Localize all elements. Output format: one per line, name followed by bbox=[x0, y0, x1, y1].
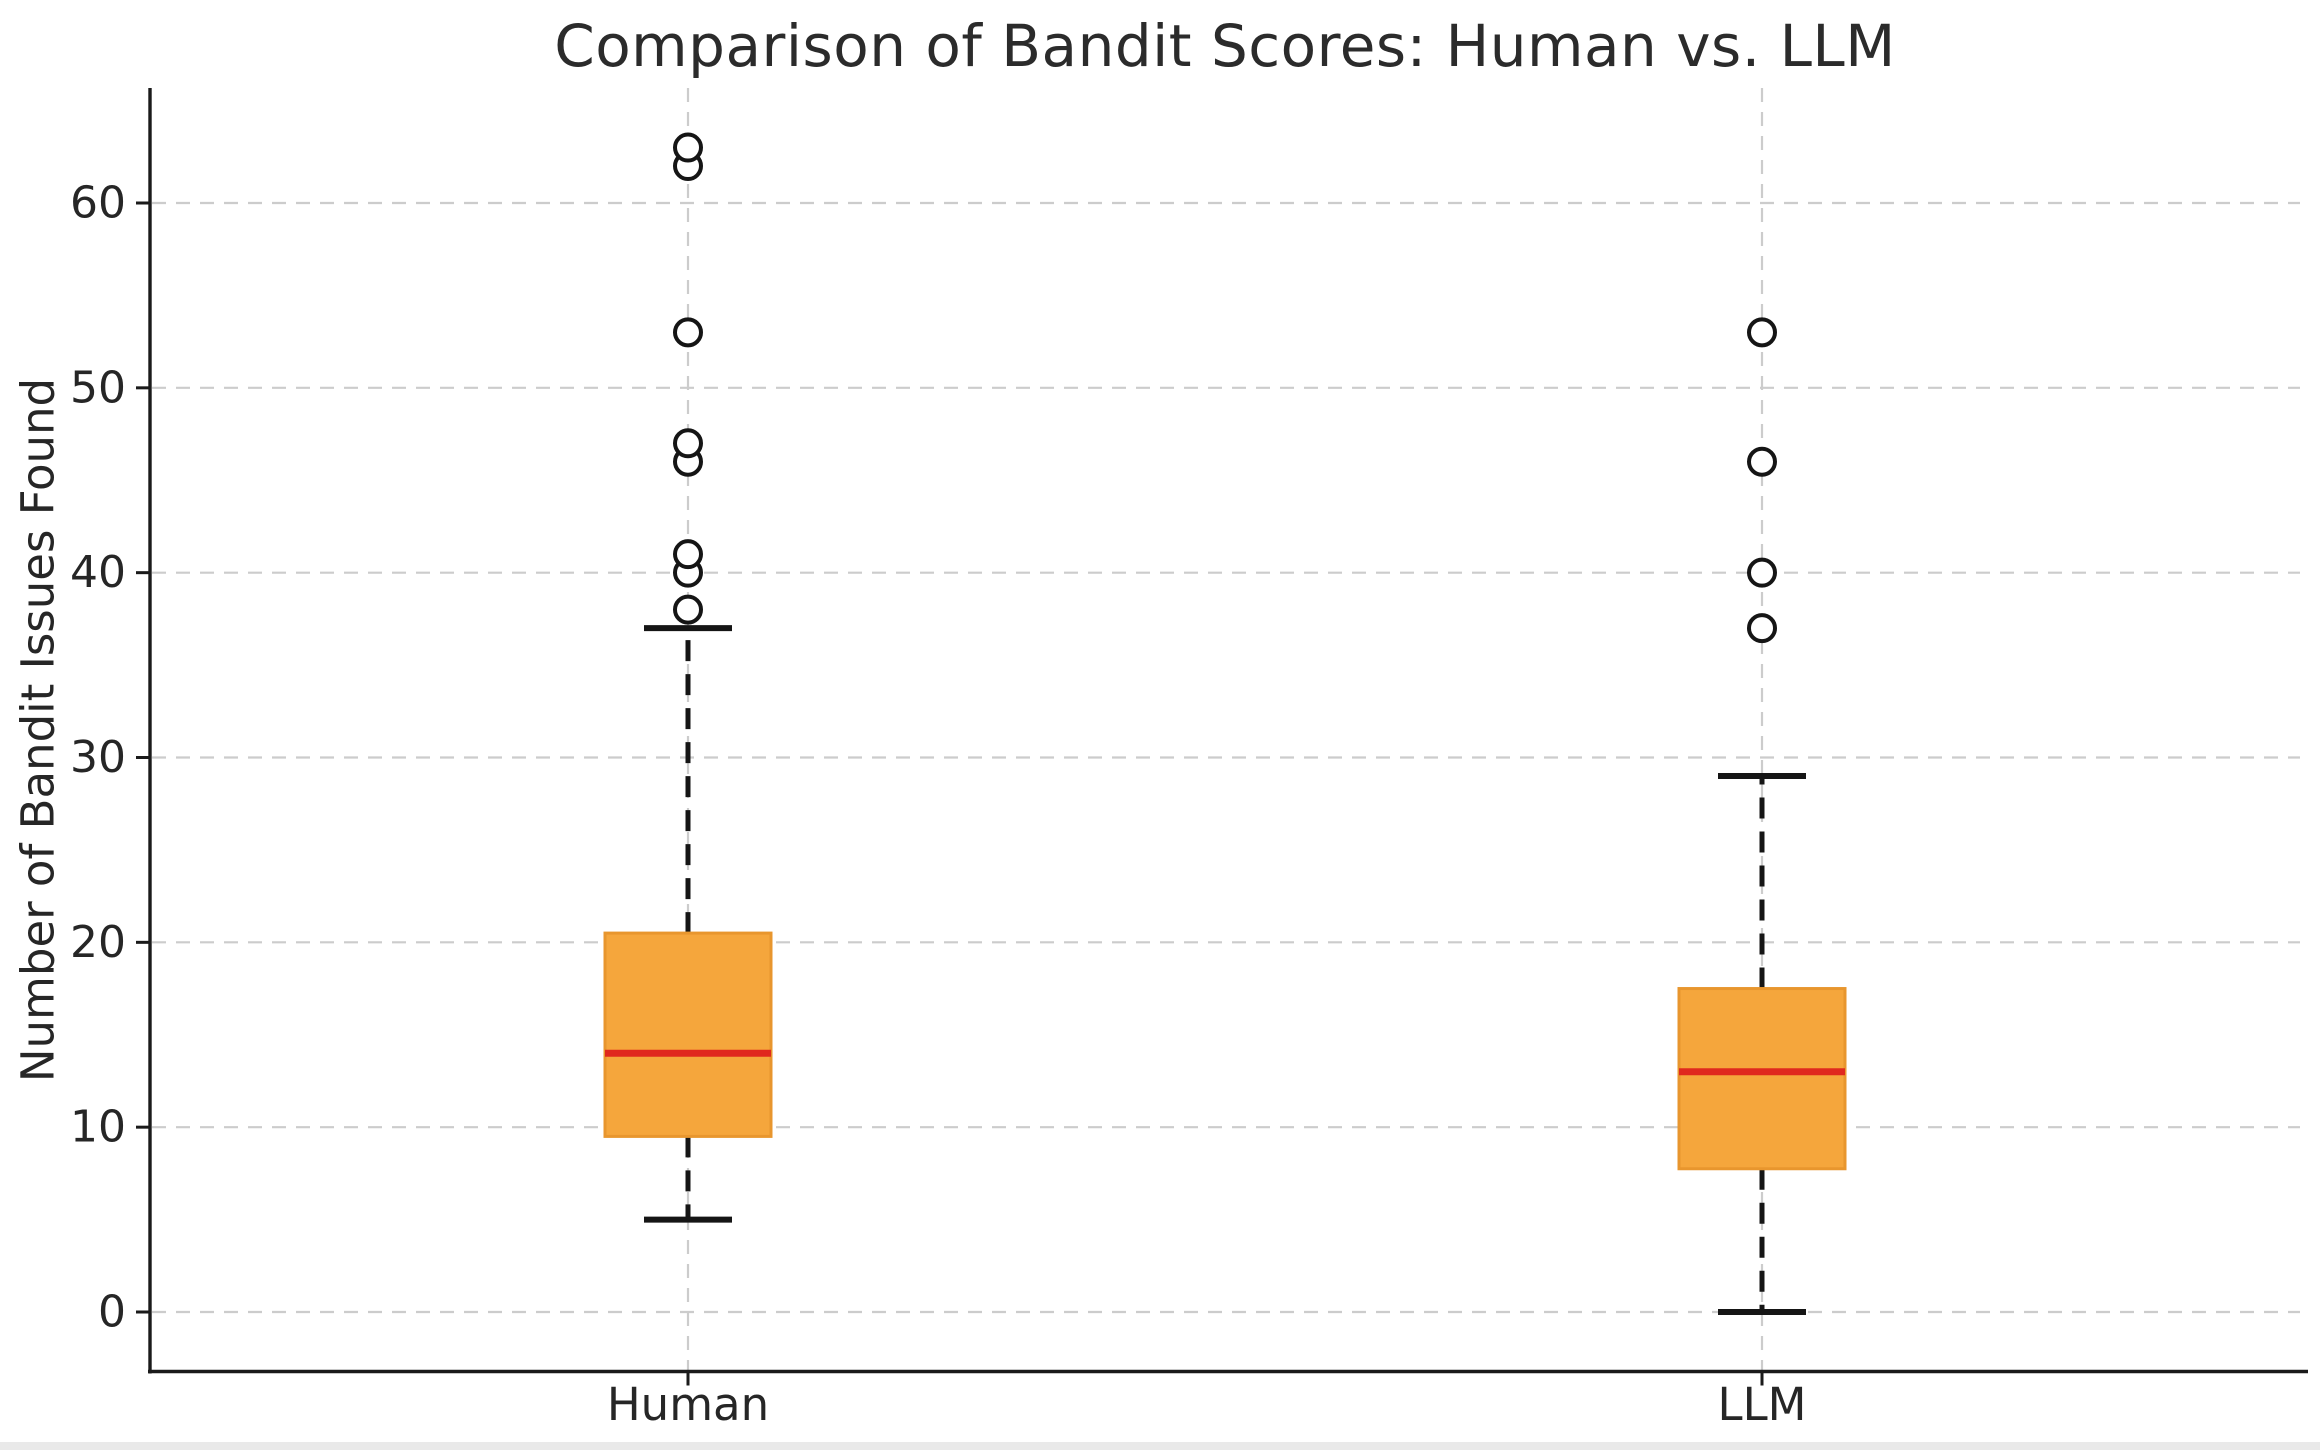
x-category-label-llm: LLM bbox=[1718, 1378, 1807, 1431]
y-tick-label: 20 bbox=[70, 917, 126, 968]
outlier-point-human bbox=[673, 132, 703, 163]
x-category-label-human: Human bbox=[607, 1378, 769, 1431]
iqr-box-llm bbox=[1677, 987, 1847, 1171]
y-tick-label: 40 bbox=[70, 547, 126, 598]
y-tick-label: 60 bbox=[70, 178, 126, 229]
y-tick-label: 10 bbox=[70, 1102, 126, 1153]
y-tick-label: 50 bbox=[70, 362, 126, 413]
outlier-point-human bbox=[673, 594, 703, 625]
chart-title: Comparison of Bandit Scores: Human vs. L… bbox=[554, 12, 1896, 80]
bottom-edge-strip bbox=[0, 1442, 2320, 1450]
y-tick-label: 0 bbox=[98, 1287, 126, 1338]
outlier-point-llm bbox=[1747, 446, 1777, 477]
iqr-box-human bbox=[603, 931, 773, 1138]
outlier-point-llm bbox=[1747, 613, 1777, 644]
outlier-point-human bbox=[673, 317, 703, 348]
outlier-point-human bbox=[673, 539, 703, 570]
y-tick-label: 30 bbox=[70, 732, 126, 783]
outlier-point-llm bbox=[1747, 317, 1777, 348]
outlier-point-llm bbox=[1747, 557, 1777, 588]
outlier-point-human bbox=[673, 428, 703, 459]
